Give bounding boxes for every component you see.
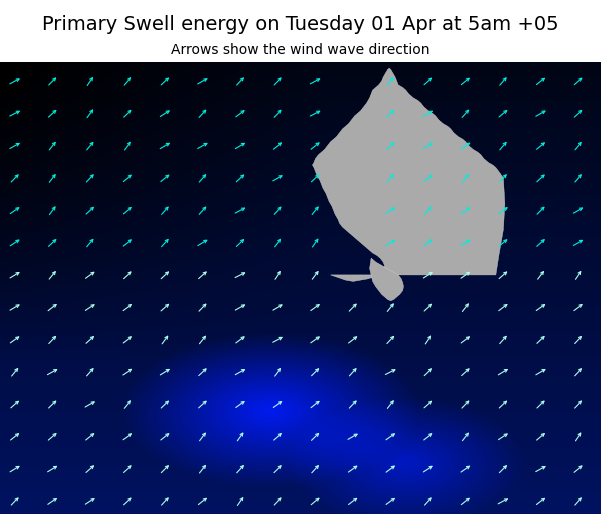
Polygon shape <box>370 258 403 301</box>
Polygon shape <box>313 68 505 281</box>
Text: Primary Swell energy on Tuesday 01 Apr at 5am +05: Primary Swell energy on Tuesday 01 Apr a… <box>42 15 559 34</box>
Text: Arrows show the wind wave direction: Arrows show the wind wave direction <box>171 43 430 57</box>
